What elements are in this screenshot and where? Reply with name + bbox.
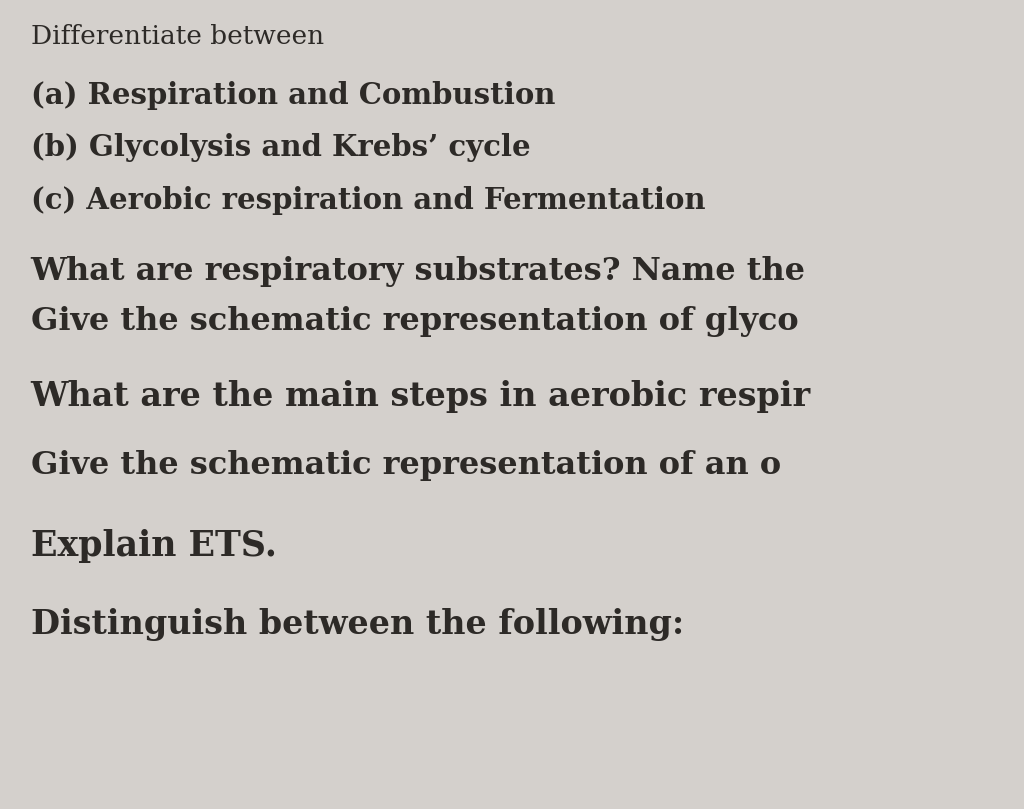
Text: (c) Aerobic respiration and Fermentation: (c) Aerobic respiration and Fermentation — [31, 186, 706, 215]
Text: Explain ETS.: Explain ETS. — [31, 529, 276, 563]
Text: Give the schematic representation of glyco: Give the schematic representation of gly… — [31, 306, 799, 337]
Text: Differentiate between: Differentiate between — [31, 24, 324, 49]
Text: (a) Respiration and Combustion: (a) Respiration and Combustion — [31, 81, 555, 110]
Text: What are the main steps in aerobic respir: What are the main steps in aerobic respi… — [31, 380, 811, 413]
Text: Distinguish between the following:: Distinguish between the following: — [31, 608, 684, 641]
Text: (b) Glycolysis and Krebs’ cycle: (b) Glycolysis and Krebs’ cycle — [31, 133, 530, 162]
Text: What are respiratory substrates? Name the: What are respiratory substrates? Name th… — [31, 256, 806, 286]
Text: Give the schematic representation of an o: Give the schematic representation of an … — [31, 450, 781, 481]
